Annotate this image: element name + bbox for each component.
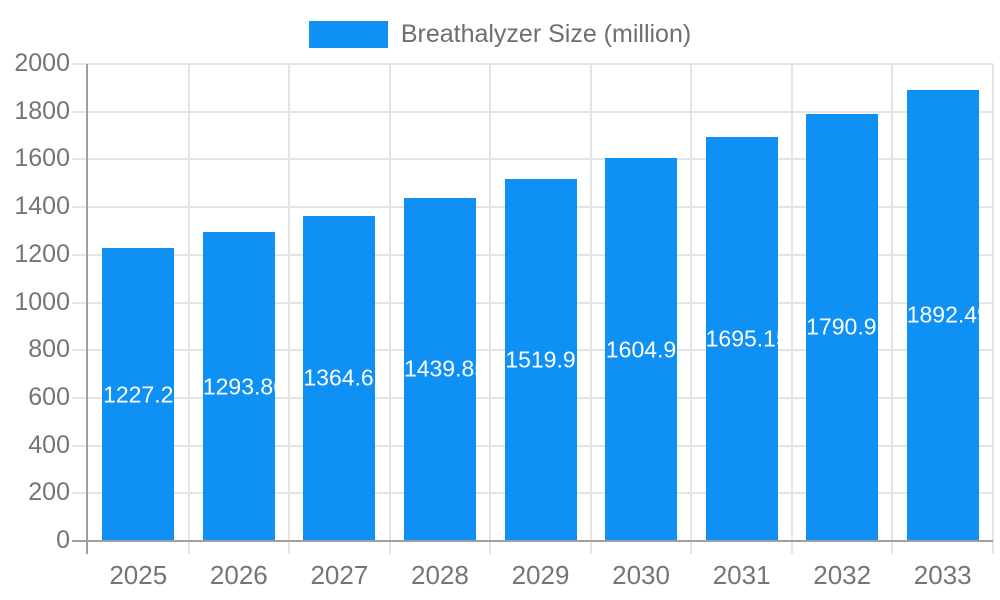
y-axis-tick-label: 800	[28, 335, 70, 364]
x-gridline	[388, 64, 391, 554]
y-axis-tick-label: 600	[28, 382, 70, 411]
bar-value-label: 1892.49	[906, 301, 979, 328]
y-axis-tick-label: 200	[28, 478, 70, 507]
x-gridline	[187, 64, 190, 554]
y-gridline	[72, 540, 993, 542]
x-axis-tick-label: 2030	[612, 560, 670, 590]
bar-value-label: 1364.62	[303, 364, 375, 391]
bar-2033[interactable]: 1892.49	[906, 89, 979, 541]
bar-2031[interactable]: 1695.15	[705, 136, 778, 541]
bar-value-label: 1439.85	[403, 355, 476, 382]
bar-2032[interactable]: 1790.91	[806, 113, 879, 541]
x-axis-tick-label: 2025	[109, 560, 168, 590]
chart-legend: Breathalyzer Size (million)	[0, 20, 1000, 48]
y-axis-tick-label: 2000	[14, 49, 70, 77]
x-gridline	[489, 64, 492, 554]
x-gridline	[288, 64, 291, 554]
y-gridline	[72, 63, 993, 65]
legend-label: Breathalyzer Size (million)	[400, 19, 692, 48]
bar-value-label: 1519.9	[505, 346, 576, 373]
bar-value-label: 1790.91	[806, 313, 878, 340]
y-gridline	[72, 110, 993, 113]
y-axis-tick-label: 1400	[14, 192, 70, 221]
x-axis-tick-label: 2028	[411, 560, 469, 590]
x-gridline	[790, 64, 793, 554]
x-axis-tick-label: 2032	[813, 560, 872, 590]
y-axis-tick-label: 1200	[14, 239, 70, 268]
y-axis-tick-label: 1600	[14, 144, 70, 173]
x-gridline	[992, 64, 994, 554]
bar-value-label: 1227.2	[103, 381, 174, 408]
bar-2029[interactable]: 1519.9	[504, 178, 577, 541]
y-gridline	[72, 158, 993, 161]
bar-value-label: 1604.9	[605, 336, 677, 363]
y-axis-tick-label: 1800	[14, 96, 70, 125]
x-axis-tick-label: 2029	[511, 560, 570, 590]
x-gridline	[690, 64, 693, 554]
y-axis-line	[86, 64, 88, 554]
y-axis-tick-label: 1000	[14, 287, 70, 316]
x-gridline	[589, 64, 592, 554]
x-axis-tick-label: 2027	[310, 560, 369, 590]
bar-2027[interactable]: 1364.62	[303, 215, 376, 541]
y-axis-tick-label: 0	[56, 526, 70, 554]
x-axis-tick-label: 2026	[209, 560, 268, 590]
bar-2025[interactable]: 1227.2	[102, 248, 175, 541]
y-axis-tick-label: 400	[28, 430, 70, 459]
x-gridline	[891, 64, 894, 554]
bar-value-label: 1695.15	[705, 325, 778, 352]
x-axis-tick-label: 2031	[712, 560, 771, 590]
bar-2026[interactable]: 1293.86	[202, 232, 275, 541]
bar-2028[interactable]: 1439.85	[403, 197, 476, 541]
bar-value-label: 1293.86	[202, 373, 275, 400]
x-axis-tick-label: 2033	[913, 560, 972, 590]
bar-2030[interactable]: 1604.9	[605, 158, 678, 541]
plot-area: 1227.2 1293.86 1364.62 1439.85 1519.9 1604.9 1…	[72, 63, 994, 554]
legend-swatch	[308, 20, 388, 48]
